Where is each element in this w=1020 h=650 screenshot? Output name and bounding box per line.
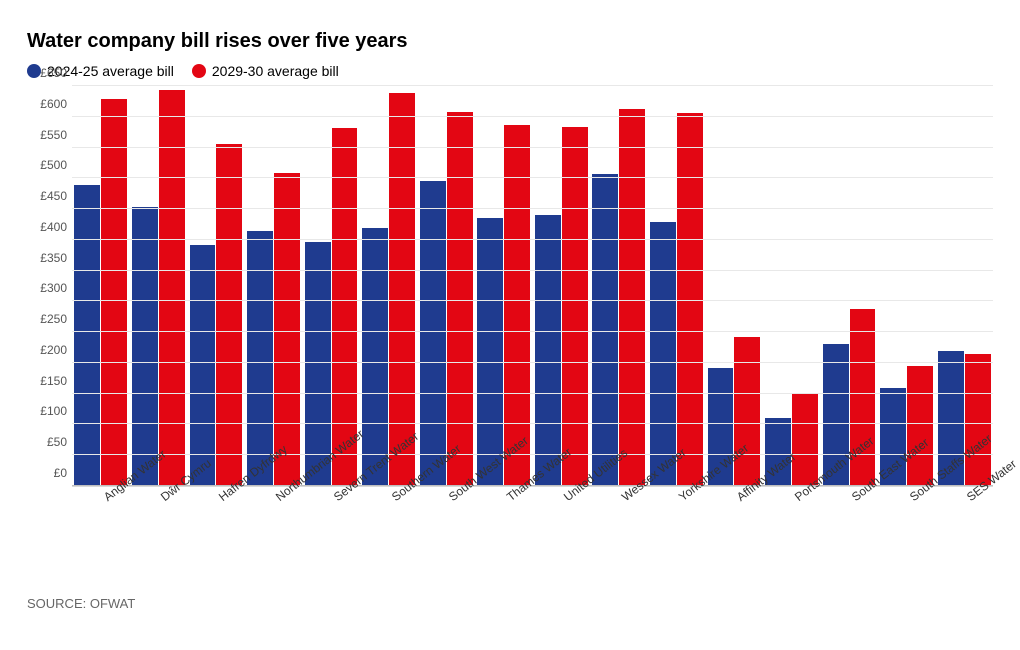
bar-series-b — [159, 90, 185, 486]
y-tick-label: £150 — [27, 374, 67, 388]
x-label-cell: United Utilities — [533, 487, 591, 592]
x-label-cell: South West Water — [417, 487, 475, 592]
x-label-cell: Yorkshire Water — [648, 487, 706, 592]
y-tick-label: £450 — [27, 189, 67, 203]
x-label-cell: South East Water — [820, 487, 878, 592]
gridline — [72, 85, 993, 86]
legend-label-b: 2029-30 average bill — [212, 63, 339, 79]
legend-swatch-b — [192, 64, 206, 78]
chart-legend: 2024-25 average bill 2029-30 average bil… — [27, 63, 993, 79]
gridline — [72, 177, 993, 178]
x-label-cell: Dŵr Cymru — [130, 487, 188, 592]
x-label-cell: Portsmouth Water — [763, 487, 821, 592]
bar-series-a — [190, 245, 216, 486]
y-tick-label: £400 — [27, 220, 67, 234]
y-tick-label: £500 — [27, 158, 67, 172]
bar-series-a — [477, 218, 503, 486]
gridline — [72, 116, 993, 117]
plot-area — [72, 87, 993, 487]
gridline — [72, 147, 993, 148]
x-label-cell: Wessex Water — [590, 487, 648, 592]
gridline — [72, 239, 993, 240]
bar-series-a — [535, 215, 561, 486]
bar-series-b — [216, 144, 242, 486]
chart-container: Water company bill rises over five years… — [0, 0, 1020, 650]
gridline — [72, 270, 993, 271]
x-axis-labels: Anglian WaterDŵr CymruHafren DyfrdwyNort… — [72, 487, 993, 592]
plot-wrap: £0 £50 £100 £150 £200 £250 £300 £350 £400 £450 £50… — [27, 87, 993, 592]
y-tick-label: £550 — [27, 128, 67, 142]
chart-source: SOURCE: OFWAT — [27, 596, 993, 611]
bar-series-b — [504, 125, 530, 486]
chart-title: Water company bill rises over five years — [27, 30, 993, 53]
bar-series-b — [792, 394, 818, 486]
bar-series-b — [907, 366, 933, 486]
y-tick-label: £250 — [27, 312, 67, 326]
y-tick-label: £0 — [27, 466, 67, 480]
bar-series-b — [389, 93, 415, 486]
bar-series-b — [274, 173, 300, 486]
x-label-cell: Thames Water — [475, 487, 533, 592]
gridline — [72, 331, 993, 332]
bar-series-a — [74, 185, 100, 486]
y-tick-label: £100 — [27, 404, 67, 418]
y-tick-label: £300 — [27, 281, 67, 295]
bar-series-b — [101, 99, 127, 486]
x-label-cell: Severn Trent Water — [302, 487, 360, 592]
gridline — [72, 208, 993, 209]
bar-series-b — [619, 109, 645, 486]
gridline — [72, 362, 993, 363]
bar-series-b — [562, 127, 588, 486]
x-label-cell: Affinity Water — [705, 487, 763, 592]
x-label-cell: Hafren Dyfrdwy — [187, 487, 245, 592]
gridline — [72, 393, 993, 394]
bar-series-a — [362, 228, 388, 486]
bar-series-b — [447, 112, 473, 486]
x-label-cell: SES Water — [935, 487, 993, 592]
bar-series-b — [734, 337, 760, 486]
y-tick-label: £200 — [27, 343, 67, 357]
bar-series-a — [650, 222, 676, 486]
x-label-cell: Southern Water — [360, 487, 418, 592]
bar-series-b — [965, 354, 991, 486]
bar-series-a — [592, 174, 618, 486]
gridline — [72, 423, 993, 424]
y-tick-label: £600 — [27, 97, 67, 111]
x-label-cell: South Staffs Water — [878, 487, 936, 592]
x-label-cell: Anglian Water — [72, 487, 130, 592]
bar-series-a — [132, 207, 158, 486]
x-label-cell: Northumbrian Water — [245, 487, 303, 592]
gridline — [72, 300, 993, 301]
y-tick-label: £50 — [27, 435, 67, 449]
y-tick-label: £350 — [27, 251, 67, 265]
bar-series-a — [420, 181, 446, 486]
y-tick-label: £650 — [27, 66, 67, 80]
legend-item-b: 2029-30 average bill — [192, 63, 339, 79]
